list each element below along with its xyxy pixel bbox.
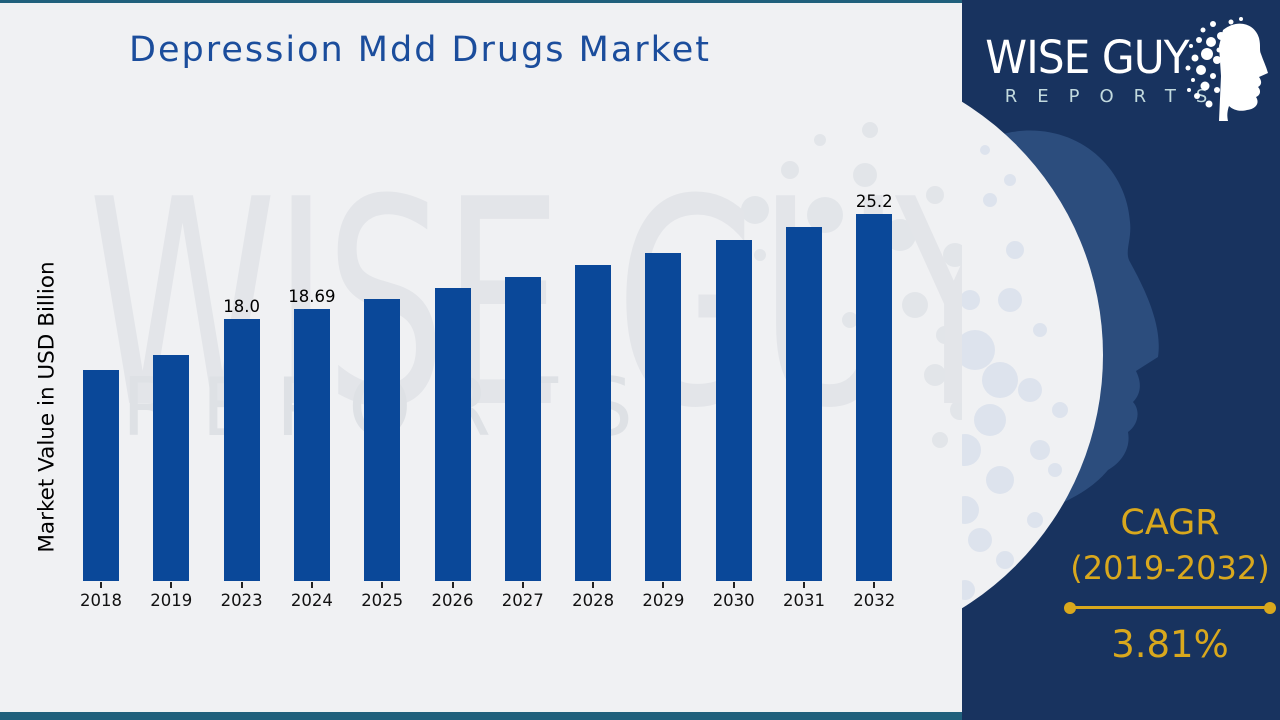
- bar: [434, 288, 471, 581]
- x-axis-year-label: 2023: [220, 591, 263, 610]
- x-axis-year-label: 2018: [80, 591, 122, 610]
- bar: [83, 370, 119, 581]
- bar: [715, 240, 752, 581]
- bar: [575, 265, 612, 581]
- cagr-value: 3.81%: [1111, 623, 1229, 667]
- x-axis-tick: [803, 582, 805, 588]
- bar: [786, 227, 822, 581]
- bar: [293, 309, 330, 581]
- x-axis-tick: [592, 582, 595, 588]
- cagr-range: (2019-2032): [1070, 549, 1270, 587]
- bar: [645, 253, 682, 581]
- x-axis-year-label: 2028: [572, 591, 615, 610]
- bar-chart: 2018 2019 18.0 2023 18.69 2024 2025 2026 2027 202…: [80, 192, 896, 610]
- x-axis-year-label: 2032: [853, 591, 896, 610]
- brand-logo-sub: REPORTS: [1004, 86, 1228, 107]
- bar: [153, 355, 190, 581]
- y-axis-label: Market Value in USD Billion: [34, 261, 60, 553]
- cagr-block: CAGR (2019-2032) 3.81%: [1055, 502, 1280, 666]
- x-axis-tick: [381, 582, 384, 588]
- x-axis-tick: [100, 582, 102, 588]
- cagr-label: CAGR: [1120, 503, 1220, 543]
- x-axis-year-label: 2031: [783, 591, 825, 610]
- x-axis-year-label: 2030: [712, 591, 755, 610]
- dotted-head-profile-icon: [1185, 17, 1268, 121]
- bar: [364, 299, 401, 581]
- bar-value-label: 18.0: [223, 297, 260, 316]
- bar: [856, 214, 893, 581]
- bar-value-label: 25.2: [855, 192, 893, 211]
- circle-dots: [962, 145, 1068, 600]
- chart-title: Depression Mdd Drugs Market: [129, 30, 711, 70]
- x-axis-tick: [240, 582, 243, 588]
- top-strip: [0, 0, 962, 3]
- x-axis-year-label: 2027: [501, 591, 544, 610]
- x-axis-tick: [873, 582, 876, 588]
- x-axis-tick: [662, 582, 665, 588]
- x-axis-tick: [170, 582, 173, 588]
- x-axis-tick: [732, 582, 735, 588]
- x-axis-year-label: 2019: [150, 591, 193, 610]
- x-axis-tick: [451, 582, 454, 588]
- bottom-strip: [0, 712, 962, 720]
- x-axis-year-label: 2026: [431, 591, 474, 610]
- x-axis-year-label: 2025: [361, 591, 404, 610]
- x-axis-tick: [521, 582, 524, 588]
- x-axis-tick: [310, 582, 313, 588]
- cagr-divider: [1064, 601, 1276, 614]
- x-axis-year-label: 2029: [642, 591, 685, 610]
- bar-value-label: 18.69: [288, 287, 336, 306]
- x-axis-year-label: 2024: [290, 591, 333, 610]
- bar: [504, 277, 541, 581]
- brand-logo-name: WISE GUY: [985, 31, 1189, 84]
- bar: [223, 319, 260, 581]
